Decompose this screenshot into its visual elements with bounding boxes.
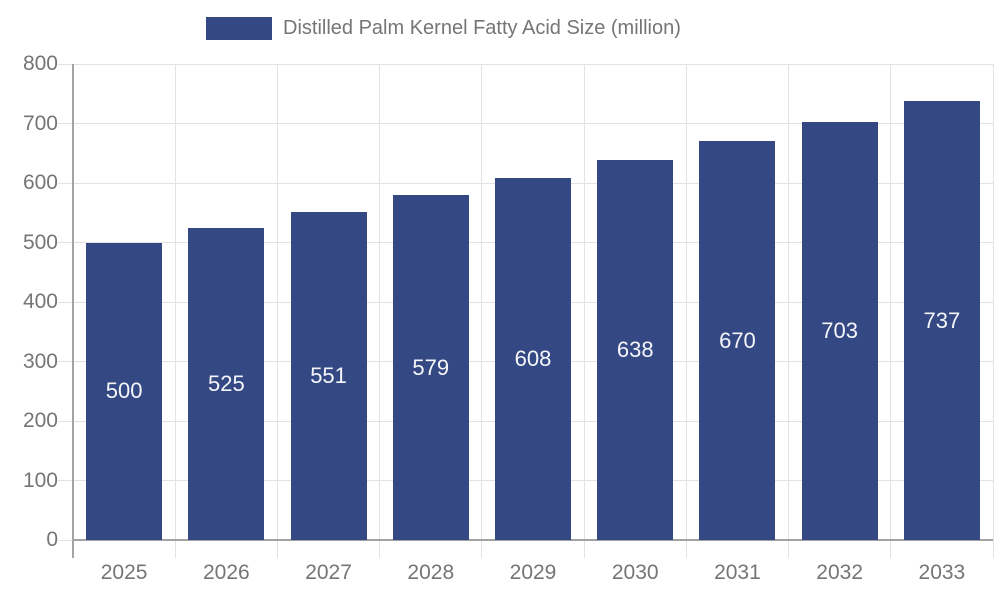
gridline-vertical	[379, 64, 381, 540]
gridline-horizontal	[73, 123, 993, 124]
y-axis-tick	[58, 480, 73, 481]
bar-value-label: 579	[412, 354, 450, 380]
gridline-horizontal	[73, 63, 993, 65]
bar[interactable]: 737	[903, 101, 980, 540]
x-axis-label: 2030	[611, 561, 659, 584]
gridline-vertical	[788, 64, 790, 540]
bar-value-label: 670	[719, 327, 756, 353]
bar[interactable]: 525	[188, 227, 265, 540]
gridline-vertical	[174, 64, 176, 540]
x-axis-label: 2033	[918, 561, 966, 584]
gridline-vertical	[890, 64, 892, 540]
bar[interactable]: 500	[86, 242, 163, 540]
bar[interactable]: 608	[495, 178, 571, 540]
x-axis-tick	[174, 540, 176, 558]
x-axis-label: 2031	[714, 561, 761, 584]
chart-legend[interactable]: Distilled Palm Kernel Fatty Acid Size (m…	[206, 17, 681, 40]
y-axis-tick	[58, 361, 73, 362]
bar[interactable]: 638	[597, 160, 674, 540]
gridline-vertical	[276, 64, 278, 540]
y-axis-tick	[58, 123, 73, 124]
x-axis-tick	[583, 540, 585, 558]
legend-swatch-icon	[206, 17, 272, 40]
x-axis-label: 2029	[509, 561, 557, 584]
x-axis-label: 2032	[816, 561, 864, 584]
bar-value-label: 608	[514, 346, 552, 372]
x-axis-tick	[992, 540, 994, 558]
x-axis-label: 2028	[407, 561, 455, 584]
y-axis-label: 600	[22, 171, 58, 194]
y-axis-tick	[58, 182, 73, 184]
y-axis-label: 700	[22, 111, 58, 135]
gridline-vertical	[481, 64, 483, 540]
y-axis-line	[72, 64, 74, 558]
y-axis-tick	[58, 539, 73, 541]
y-axis-label: 500	[22, 230, 58, 254]
x-axis-tick	[890, 540, 892, 558]
x-axis-label: 2027	[305, 561, 352, 584]
y-axis-tick	[58, 63, 73, 65]
x-axis-label: 2025	[100, 561, 148, 584]
bar-value-label: 737	[923, 307, 961, 333]
bar[interactable]: 670	[699, 141, 776, 540]
y-axis-tick	[58, 420, 73, 422]
bar-value-label: 525	[207, 370, 245, 396]
bar-value-label: 638	[616, 337, 654, 363]
y-axis-label: 100	[22, 468, 58, 492]
gridline-vertical	[992, 64, 994, 540]
x-axis-tick	[481, 540, 483, 558]
bar[interactable]: 551	[290, 212, 367, 540]
x-axis-tick	[685, 540, 687, 558]
gridline-vertical	[583, 64, 585, 540]
y-axis-label: 300	[22, 349, 58, 373]
y-axis-label: 0	[46, 528, 58, 551]
bar[interactable]: 703	[801, 121, 878, 540]
x-axis-tick	[379, 540, 381, 558]
x-axis-tick	[276, 540, 278, 558]
y-axis-label: 200	[22, 409, 58, 432]
y-axis-tick	[58, 242, 73, 243]
bar-value-label: 551	[310, 363, 347, 389]
bar-value-label: 500	[105, 378, 143, 404]
y-axis-label: 400	[22, 290, 58, 313]
bar[interactable]: 579	[392, 195, 469, 540]
y-axis-label: 800	[22, 52, 58, 75]
gridline-vertical	[685, 64, 687, 540]
y-axis-tick	[58, 301, 73, 303]
x-axis-tick	[788, 540, 790, 558]
legend-label: Distilled Palm Kernel Fatty Acid Size (m…	[283, 17, 681, 39]
x-axis-label: 2026	[202, 561, 250, 584]
x-axis-line	[73, 539, 993, 541]
bar-value-label: 703	[821, 317, 859, 343]
